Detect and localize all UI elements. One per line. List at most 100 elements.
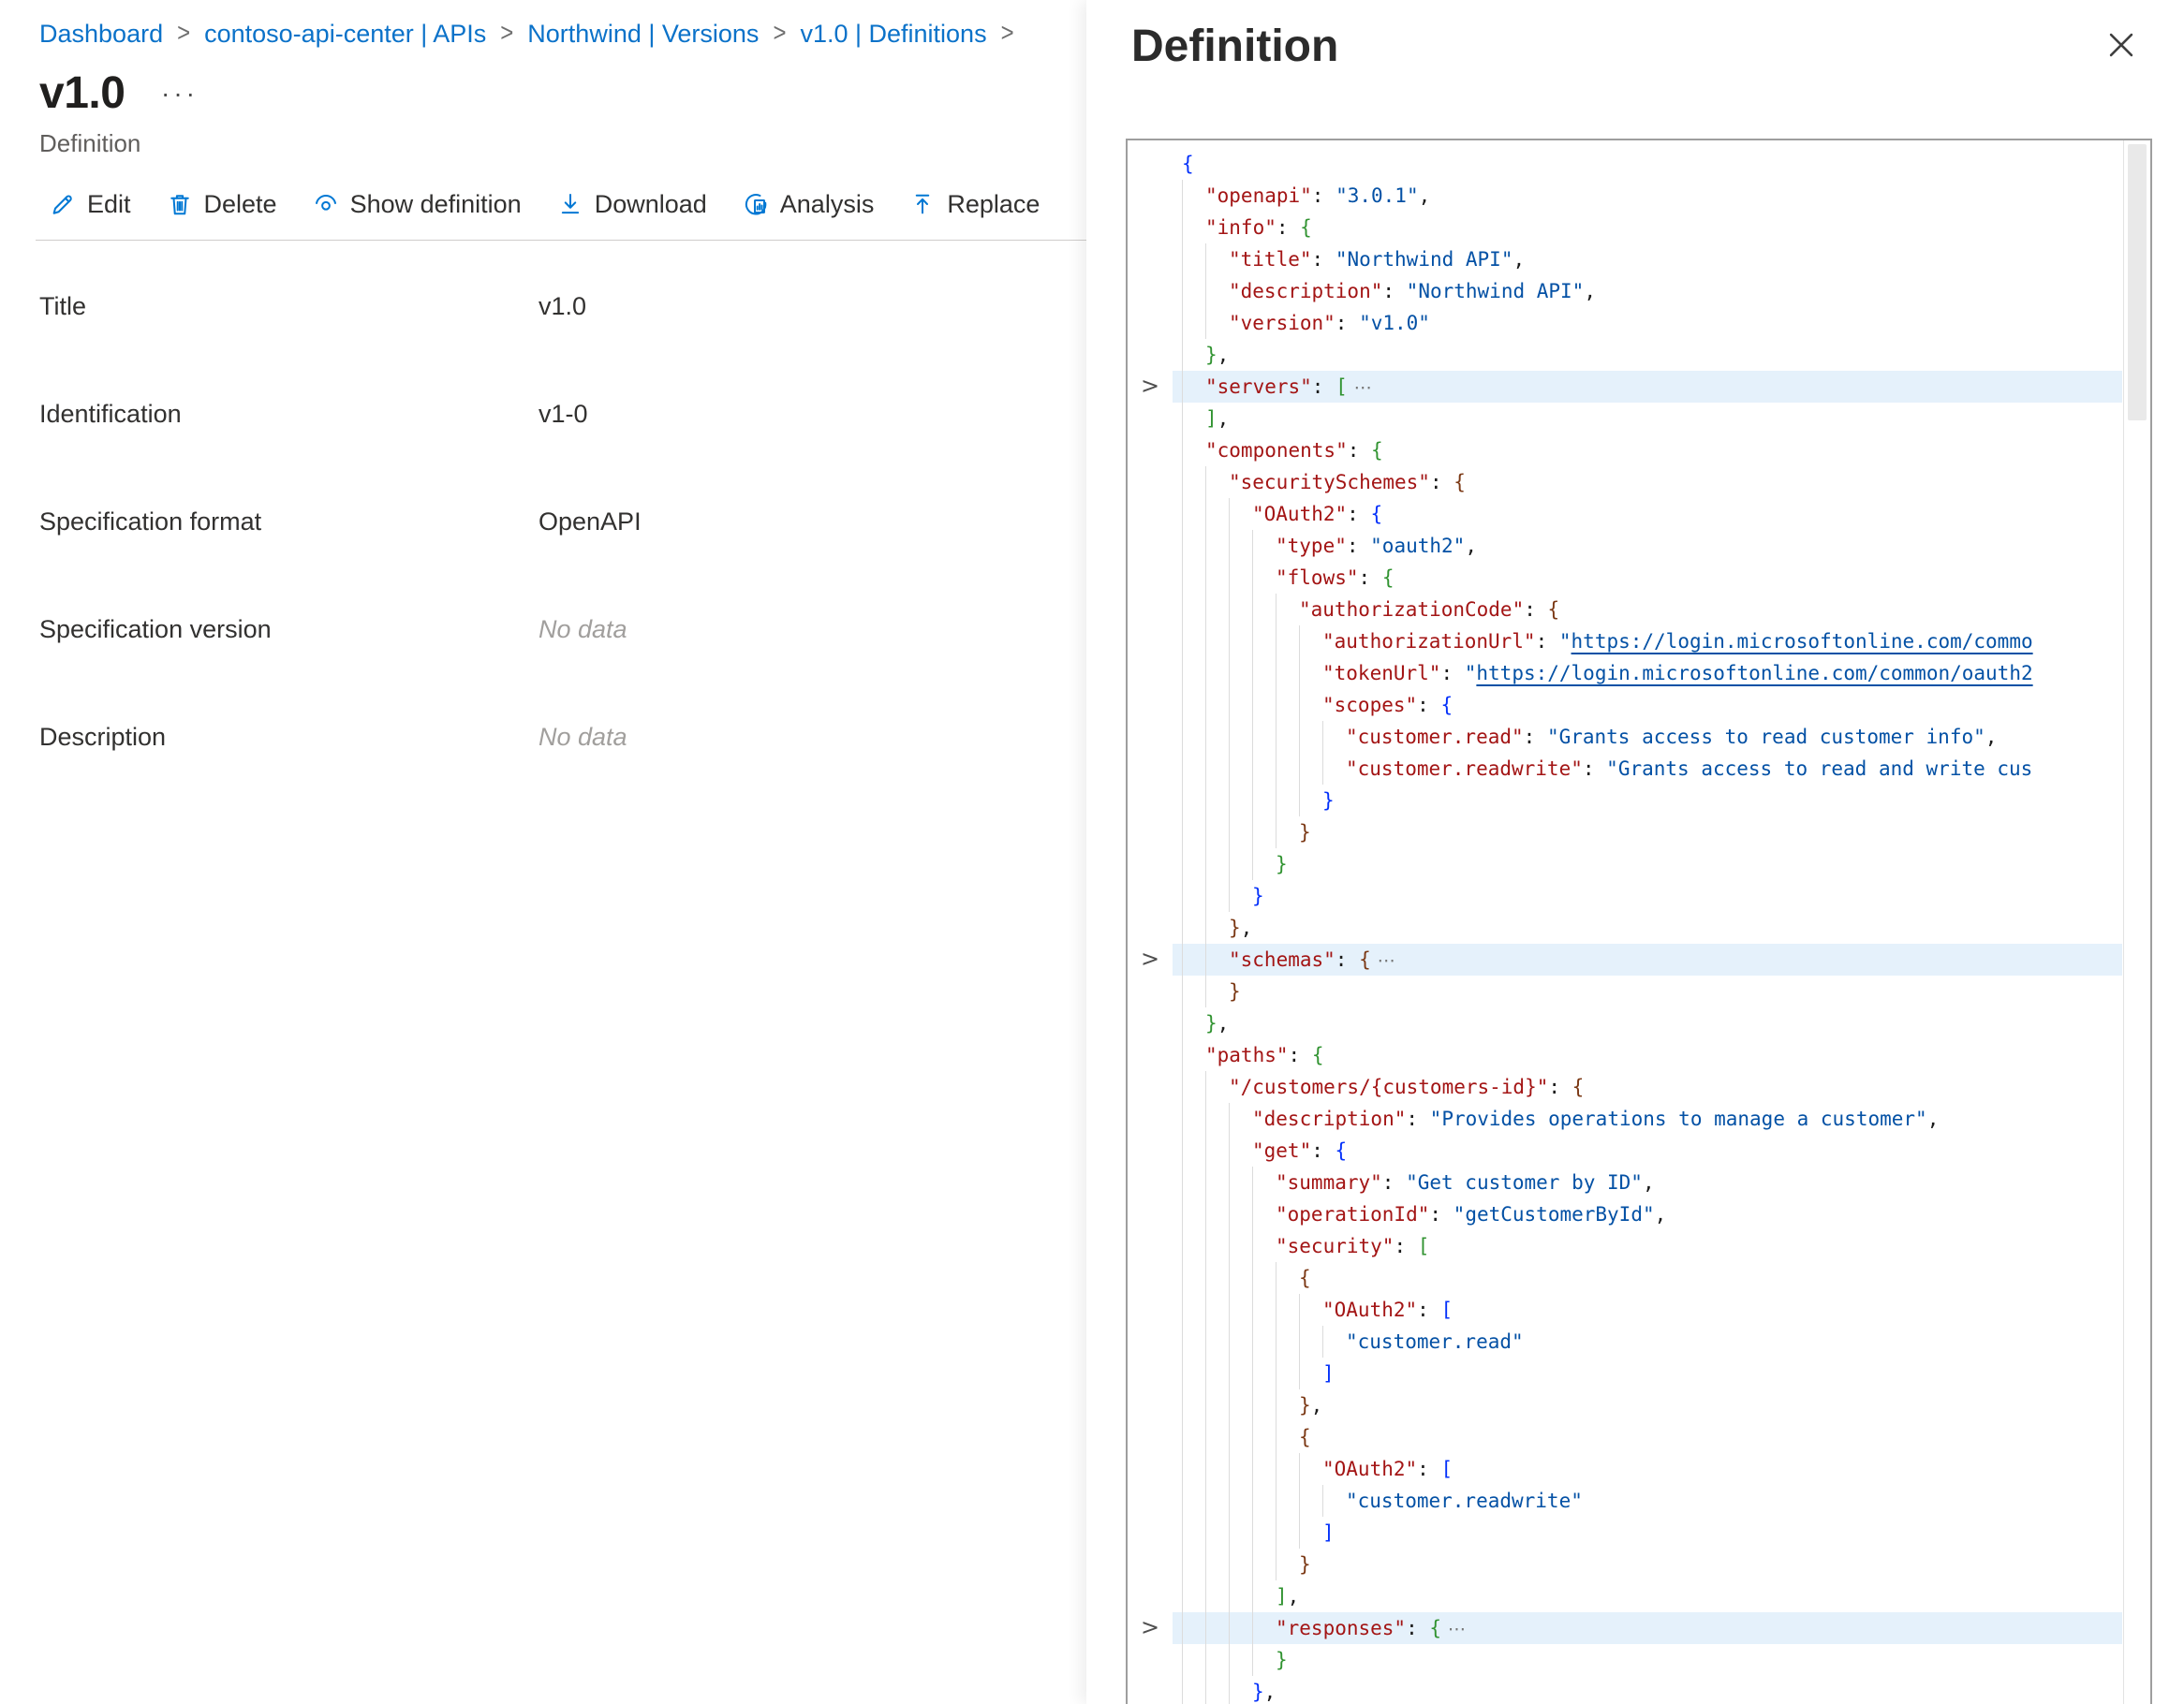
code-line: "/customers/{customers-id}": { [1128, 1071, 2122, 1103]
indent-guide [1252, 816, 1276, 848]
fold-chevron-icon[interactable]: > [1140, 373, 1160, 399]
more-menu-button[interactable]: ··· [161, 79, 199, 108]
breadcrumb-separator-icon: > [500, 18, 514, 48]
indent-guide [1299, 689, 1322, 721]
code-line-body: "authorizationUrl": "https://login.micro… [1173, 625, 2122, 657]
indent-guide [1182, 466, 1205, 498]
code-line: } [1128, 785, 2122, 816]
download-icon [561, 194, 579, 214]
code-line-body: "type": "oauth2", [1173, 530, 2122, 562]
delete-icon [170, 195, 189, 215]
indent-guide [1182, 1326, 1205, 1358]
indent-guide [1229, 1453, 1252, 1485]
property-label: Specification format [39, 507, 262, 536]
code-gutter [1128, 275, 1173, 307]
indent-guide [1182, 1262, 1205, 1294]
toolbar-download-button[interactable]: Download [556, 190, 707, 219]
code-line-body: "get": { [1173, 1135, 2122, 1167]
fold-ellipsis[interactable]: ⋯ [1353, 377, 1372, 398]
code-line-body: { [1182, 153, 1194, 175]
fold-ellipsis[interactable]: ⋯ [1377, 950, 1395, 971]
indent-guide [1205, 1612, 1229, 1644]
indent-guide [1299, 753, 1322, 785]
fold-chevron-icon[interactable]: > [1140, 946, 1160, 972]
code-line: > "servers": [⋯ [1128, 371, 2122, 403]
code-gutter [1128, 880, 1173, 912]
toolbar-edit-button[interactable]: Edit [49, 190, 131, 219]
code-line-body: "version": "v1.0" [1173, 307, 2122, 339]
code-gutter [1128, 339, 1173, 371]
toolbar-delete-button[interactable]: Delete [166, 190, 277, 219]
code-line: { [1128, 1421, 2122, 1453]
indent-guide [1205, 1517, 1229, 1549]
indent-guide [1229, 530, 1252, 562]
indent-guide [1322, 1485, 1346, 1517]
indent-guide [1205, 1453, 1229, 1485]
indent-guide [1229, 1644, 1252, 1676]
toolbar-label: Delete [203, 189, 277, 218]
code-editor[interactable]: {"openapi": "3.0.1", "info": {"title": "N… [1126, 139, 2152, 1704]
indent-guide [1252, 1230, 1276, 1262]
indent-guide [1182, 1358, 1205, 1389]
breadcrumb-item[interactable]: v1.0 | Definitions [800, 19, 987, 48]
code-gutter [1128, 1230, 1173, 1262]
code-gutter [1128, 212, 1173, 243]
indent-guide [1252, 530, 1276, 562]
indent-guide [1252, 721, 1276, 753]
indent-guide [1229, 498, 1252, 530]
code-line-body: ], [1173, 403, 2122, 434]
breadcrumb-item[interactable]: Northwind | Versions [527, 19, 760, 48]
property-label: Identification [39, 400, 182, 428]
indent-guide [1182, 1517, 1205, 1549]
toolbar-show-definition-button[interactable]: Show definition [312, 190, 522, 219]
fold-ellipsis[interactable]: ⋯ [1448, 1619, 1467, 1639]
indent-guide [1182, 1198, 1205, 1230]
fold-chevron-icon[interactable]: > [1140, 1614, 1160, 1640]
code-line: }, [1128, 1676, 2122, 1704]
breadcrumb-item[interactable]: contoso-api-center | APIs [204, 19, 487, 48]
toolbar-analysis-button[interactable]: Analysis [742, 190, 874, 219]
code-line: "OAuth2": [ [1128, 1453, 2122, 1485]
indent-guide [1182, 212, 1205, 243]
close-button[interactable] [2103, 26, 2140, 64]
code-line: "version": "v1.0" [1128, 307, 2122, 339]
indent-guide [1205, 721, 1229, 753]
code-gutter [1128, 912, 1173, 944]
code-line-body: "schemas": {⋯ [1173, 944, 2122, 976]
indent-guide [1182, 1071, 1205, 1103]
indent-guide [1252, 689, 1276, 721]
code-line-body: } [1173, 816, 2122, 848]
code-gutter [1128, 1421, 1173, 1453]
close-icon [2109, 33, 2133, 57]
toolbar-replace-button[interactable]: Replace [908, 190, 1040, 219]
code-line: "customer.read": "Grants access to read … [1128, 721, 2122, 753]
indent-guide [1205, 625, 1229, 657]
code-line: "securitySchemes": { [1128, 466, 2122, 498]
indent-guide [1205, 530, 1229, 562]
indent-guide [1182, 403, 1205, 434]
indent-guide [1205, 1071, 1229, 1103]
breadcrumb-item[interactable]: Dashboard [39, 19, 164, 48]
code-gutter [1128, 1294, 1173, 1326]
property-value: OpenAPI [539, 507, 642, 536]
code-gutter [1128, 721, 1173, 753]
toolbar-label: Replace [947, 189, 1040, 218]
code-gutter [1128, 1103, 1173, 1135]
indent-guide [1229, 1389, 1252, 1421]
indent-guide [1229, 1167, 1252, 1198]
property-label: Description [39, 723, 167, 751]
code-gutter [1128, 148, 1173, 180]
indent-guide [1229, 1262, 1252, 1294]
scrollbar-thumb[interactable] [2128, 144, 2147, 420]
scrollbar-track[interactable] [2123, 140, 2150, 1704]
code-line-body: "/customers/{customers-id}": { [1173, 1071, 2122, 1103]
indent-guide [1182, 180, 1205, 212]
code-line-body: ] [1173, 1358, 2122, 1389]
indent-guide [1182, 721, 1205, 753]
page-subtitle: Definition [39, 129, 141, 157]
indent-guide [1229, 1580, 1252, 1612]
indent-guide [1182, 1007, 1205, 1039]
code-gutter: > [1128, 1612, 1173, 1644]
property-label: Title [39, 292, 87, 320]
code-line: "info": { [1128, 212, 2122, 243]
